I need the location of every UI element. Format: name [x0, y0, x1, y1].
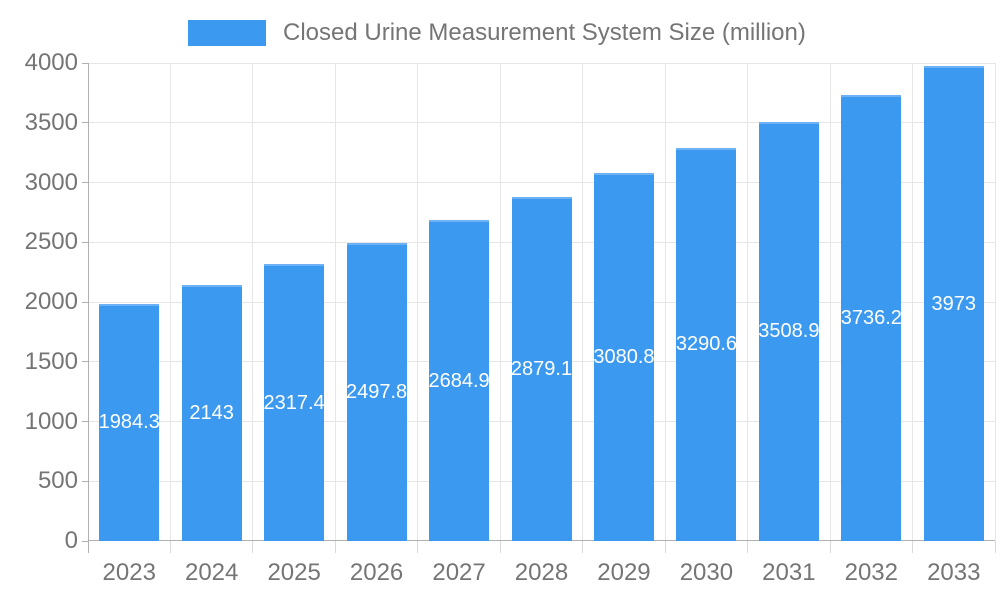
y-axis-label: 4000	[24, 49, 78, 76]
bar-value-label: 3508.9	[758, 320, 819, 343]
x-axis-label: 2023	[102, 559, 156, 586]
x-axis-tick	[87, 541, 89, 553]
bar-top-highlight	[264, 264, 325, 267]
bar-value-label: 2684.9	[429, 369, 490, 392]
bar[interactable]: 3736.2	[841, 94, 902, 541]
bar[interactable]: 3080.8	[593, 172, 654, 541]
bar[interactable]: 1984.3	[99, 303, 160, 541]
x-axis-label: 2024	[184, 559, 239, 586]
x-axis-tick	[829, 541, 831, 553]
y-axis-tick	[82, 421, 88, 422]
x-axis-label: 2030	[679, 559, 734, 586]
gridline-v	[664, 63, 666, 541]
gridline-v	[912, 63, 914, 541]
plot-area: 1984.3 2143 2317.4 2497.8 2684.9 2879.1 3080.8…	[88, 62, 996, 541]
y-axis-tick	[82, 241, 88, 243]
y-axis-tick	[82, 540, 88, 542]
x-axis-label: 2032	[844, 559, 898, 586]
bar-top-highlight	[923, 66, 984, 69]
bar[interactable]: 3973	[923, 66, 984, 541]
x-axis-tick	[582, 541, 584, 553]
gridline-v	[499, 63, 501, 541]
y-axis-tick	[82, 62, 88, 64]
bar-value-label: 3973	[931, 292, 977, 315]
x-axis-label: 2033	[927, 559, 981, 586]
gridline-h	[88, 122, 995, 124]
x-axis-label: 2026	[349, 559, 404, 586]
legend-label: Closed Urine Measurement System Size (mi…	[283, 18, 806, 46]
gridline-h	[88, 182, 995, 183]
gridline-v	[252, 63, 254, 541]
y-axis-tick	[82, 301, 88, 303]
x-axis-tick	[664, 541, 666, 553]
bar[interactable]: 3290.6	[676, 147, 737, 541]
bar-top-highlight	[676, 147, 737, 150]
x-axis-label: 2028	[514, 559, 569, 586]
y-axis-tick	[82, 182, 88, 183]
legend-swatch	[188, 19, 266, 46]
gridline-v	[994, 63, 996, 541]
x-axis-tick	[252, 541, 254, 553]
x-axis-label: 2031	[762, 559, 816, 586]
y-axis-label: 0	[64, 527, 78, 554]
gridline-v	[169, 63, 171, 541]
y-axis-tick	[82, 122, 88, 124]
x-axis-label: 2029	[597, 559, 651, 586]
gridline-v	[417, 63, 419, 541]
gridline-v	[582, 63, 584, 541]
y-axis-tick	[82, 480, 88, 482]
bar-top-highlight	[511, 196, 572, 199]
bar-value-label: 2497.8	[346, 380, 407, 403]
bar[interactable]: 3508.9	[758, 121, 819, 541]
gridline-v	[747, 63, 749, 541]
bar-value-label: 2317.4	[264, 391, 325, 414]
bar-value-label: 2143	[189, 401, 234, 424]
bar-top-highlight	[99, 303, 160, 306]
x-axis-tick	[334, 541, 336, 553]
bar[interactable]: 2317.4	[264, 264, 325, 541]
bar-value-label: 2879.1	[511, 357, 572, 380]
gridline-v	[829, 63, 831, 541]
bar[interactable]: 2143	[181, 284, 242, 541]
x-axis-tick	[169, 541, 171, 553]
y-axis-line	[88, 63, 89, 541]
bar[interactable]: 2497.8	[346, 242, 407, 541]
x-axis-tick	[499, 541, 501, 553]
bar-top-highlight	[841, 94, 902, 97]
bar-top-highlight	[593, 172, 654, 175]
x-axis-tick	[747, 541, 749, 553]
bar-value-label: 3290.6	[676, 333, 737, 356]
x-axis-label: 2027	[432, 559, 486, 586]
y-axis-label: 1500	[24, 347, 78, 375]
gridline-h	[88, 62, 995, 64]
bar-value-label: 3080.8	[593, 345, 654, 368]
bar-value-label: 1984.3	[99, 411, 160, 434]
bar-value-label: 3736.2	[841, 306, 902, 329]
y-axis-label: 500	[37, 467, 78, 495]
bar[interactable]: 2684.9	[429, 220, 490, 541]
x-axis-tick	[417, 541, 419, 553]
y-axis-label: 1000	[24, 407, 78, 435]
bar-top-highlight	[429, 220, 490, 223]
y-axis-label: 2000	[24, 288, 78, 315]
y-axis-label: 2500	[24, 228, 78, 256]
y-axis-tick	[82, 361, 88, 363]
bar-top-highlight	[758, 121, 819, 124]
y-axis-label: 3000	[24, 168, 78, 196]
x-axis-tick	[912, 541, 914, 553]
bar-top-highlight	[346, 242, 407, 245]
bar[interactable]: 2879.1	[511, 196, 572, 541]
legend[interactable]: Closed Urine Measurement System Size (mi…	[188, 19, 806, 46]
y-axis-label: 3500	[24, 108, 78, 136]
x-axis-tick	[994, 541, 996, 553]
gridline-v	[334, 63, 336, 541]
x-axis-label: 2025	[267, 559, 321, 586]
bar-top-highlight	[181, 284, 242, 287]
